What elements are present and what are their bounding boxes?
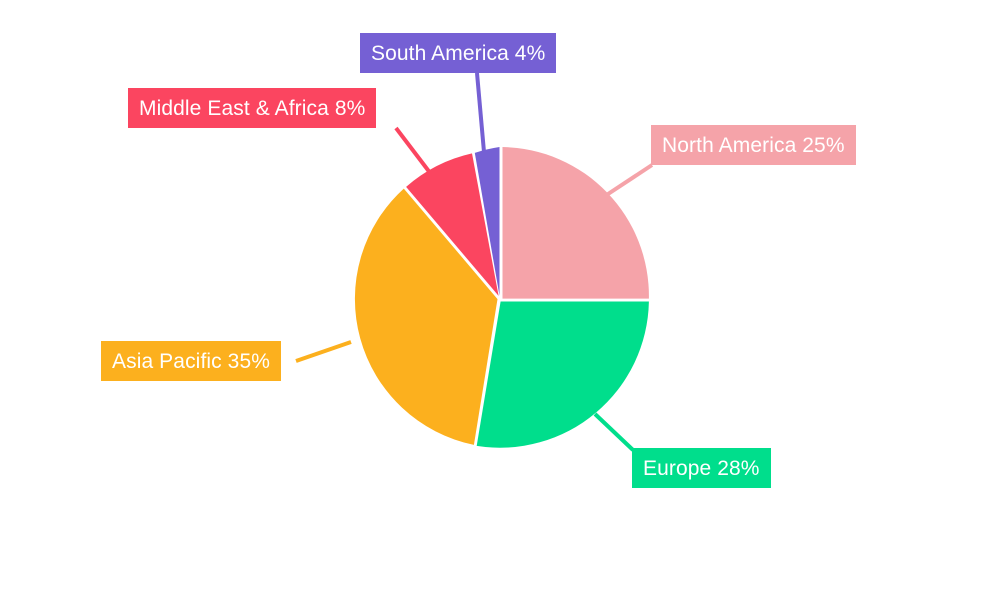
leader-line-asia-pacific bbox=[295, 340, 352, 363]
pie-slice-asia-pacific[interactable] bbox=[354, 188, 498, 445]
pie-label-asia-pacific[interactable]: Asia Pacific 35% bbox=[101, 341, 282, 381]
pie-label-south-america[interactable]: South America 4% bbox=[360, 33, 557, 73]
pie-slice-south-america[interactable] bbox=[474, 147, 500, 296]
pie-label-middle-east-africa[interactable]: Middle East & Africa 8% bbox=[128, 88, 377, 128]
leader-line-europe bbox=[593, 412, 635, 452]
pie-slice-europe[interactable] bbox=[476, 301, 649, 448]
pie-slice-middle-east-africa[interactable] bbox=[406, 153, 499, 296]
pie-label-north-america[interactable]: North America 25% bbox=[651, 125, 856, 165]
leader-line-north-america bbox=[603, 163, 654, 198]
pie-slice-north-america[interactable] bbox=[502, 147, 649, 299]
pie-label-europe[interactable]: Europe 28% bbox=[632, 448, 771, 488]
leader-line-south-america bbox=[475, 72, 486, 153]
pie-slices bbox=[354, 147, 649, 448]
